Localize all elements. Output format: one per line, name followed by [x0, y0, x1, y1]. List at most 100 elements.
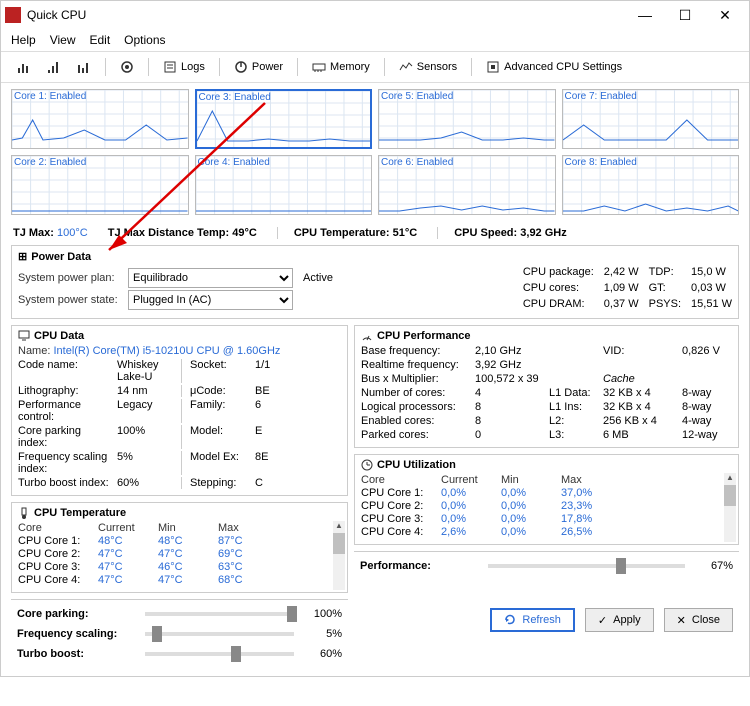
perf-value: Legacy	[117, 399, 177, 423]
sensors-button[interactable]: Sensors	[393, 58, 463, 76]
temp-scrollbar[interactable]: ▲	[333, 521, 345, 590]
core-tile-8[interactable]: Core 8: Enabled	[562, 155, 740, 215]
plus-icon: ⊞	[18, 250, 27, 263]
core-tile-7[interactable]: Core 6: Enabled	[378, 155, 556, 215]
core-tile-4[interactable]: Core 7: Enabled	[562, 89, 740, 149]
freq-slider-label: Frequency scaling:	[17, 628, 137, 640]
gear-button[interactable]	[114, 58, 140, 76]
cpuspd-value: 3,92 GHz	[520, 227, 566, 239]
fscale-label: Frequency scaling index:	[18, 451, 113, 475]
table-cell: 68°C	[218, 574, 268, 586]
close-button[interactable]: ✕	[705, 3, 745, 28]
l1d-way: 8-way	[682, 387, 732, 399]
perf-slider[interactable]	[488, 564, 685, 568]
core-tile-3[interactable]: Core 5: Enabled	[378, 89, 556, 149]
maximize-button[interactable]: ☐	[665, 3, 705, 28]
clock-icon	[361, 459, 373, 471]
turbo-value: 60%	[117, 477, 177, 489]
table-cell: 47°C	[98, 561, 158, 573]
cpu-data-panel: CPU Data Name: Intel(R) Core(TM) i5-1021…	[11, 325, 348, 496]
core-tile-1[interactable]: Core 1: Enabled	[11, 89, 189, 149]
table-cell: 0,0%	[501, 500, 561, 512]
core-label: Core 1: Enabled	[14, 91, 86, 102]
power-plan-select[interactable]: Equilibrado	[128, 268, 293, 288]
apply-button[interactable]: ✓Apply	[585, 608, 654, 632]
table-cell: CPU Core 4:	[361, 526, 441, 538]
minimize-button[interactable]: —	[625, 3, 665, 27]
base-value: 2,10 GHz	[475, 345, 545, 357]
tjmax-label: TJ Max:	[13, 227, 54, 239]
refresh-button[interactable]: Refresh	[490, 608, 575, 632]
ncores-value: 4	[475, 387, 545, 399]
logs-button[interactable]: Logs	[157, 58, 211, 76]
table-cell: 0,0%	[441, 500, 501, 512]
advanced-button[interactable]: Advanced CPU Settings	[480, 58, 628, 76]
table-header: Min	[501, 474, 561, 486]
power-active: Active	[303, 272, 333, 284]
park-slider[interactable]	[145, 612, 294, 616]
menu-view[interactable]: View	[50, 33, 76, 47]
menu-edit[interactable]: Edit	[89, 33, 110, 47]
info-row: TJ Max: 100°C TJ Max Distance Temp: 49°C…	[1, 221, 749, 245]
step-value: C	[255, 477, 295, 489]
cpuspd-label: CPU Speed:	[454, 227, 517, 239]
power-button[interactable]: Power	[228, 58, 289, 76]
table-cell: 48°C	[98, 535, 158, 547]
freq-slider[interactable]	[145, 632, 294, 636]
core-label: Core 4: Enabled	[198, 157, 270, 168]
lith-value: 14 nm	[117, 385, 177, 397]
core-label: Core 7: Enabled	[565, 91, 637, 102]
psys-value: 15,51 W	[691, 298, 732, 312]
perf-title: CPU Performance	[377, 330, 471, 342]
park-value: 100%	[117, 425, 177, 449]
l2-label: L2:	[549, 415, 599, 427]
table-cell: 23,3%	[561, 500, 611, 512]
sliders-right: Performance:67% Refresh ✓Apply ✕Close	[354, 551, 739, 642]
ncores-label: Number of cores:	[361, 387, 471, 399]
sliders-left: Core parking:100% Frequency scaling:5% T…	[11, 599, 348, 670]
core-label: Core 8: Enabled	[565, 157, 637, 168]
chart1-button[interactable]	[11, 58, 37, 76]
core-tile-6[interactable]: Core 4: Enabled	[195, 155, 373, 215]
table-header: Max	[561, 474, 611, 486]
dram-value: 0,37 W	[604, 298, 639, 312]
ucode-value: BE	[255, 385, 295, 397]
core-label: Core 3: Enabled	[199, 92, 271, 103]
menu-options[interactable]: Options	[124, 33, 165, 47]
core-tile-5[interactable]: Core 2: Enabled	[11, 155, 189, 215]
cores-value: 1,09 W	[604, 282, 639, 296]
menu-help[interactable]: Help	[11, 33, 36, 47]
pcores-value: 0	[475, 429, 545, 441]
base-label: Base frequency:	[361, 345, 471, 357]
vid-label: VID:	[603, 345, 678, 357]
l3-value: 6 MB	[603, 429, 678, 441]
park-slider-label: Core parking:	[17, 608, 137, 620]
modelex-label: Model Ex:	[181, 451, 251, 475]
bus-label: Bus x Multiplier:	[361, 373, 471, 385]
fscale-value: 5%	[117, 451, 177, 475]
cores-label: CPU cores:	[523, 282, 594, 296]
table-cell: 87°C	[218, 535, 268, 547]
table-cell: 48°C	[158, 535, 218, 547]
core-tile-2[interactable]: Core 3: Enabled	[195, 89, 373, 149]
ucode-label: μCode:	[181, 385, 251, 397]
lproc-label: Logical processors:	[361, 401, 471, 413]
util-scrollbar[interactable]: ▲	[724, 473, 736, 542]
model-value: E	[255, 425, 295, 449]
power-data-title: Power Data	[31, 251, 91, 263]
chart2-button[interactable]	[41, 58, 67, 76]
chart3-button[interactable]	[71, 58, 97, 76]
util-panel: CPU Utilization CoreCurrentMinMaxCPU Cor…	[354, 454, 739, 545]
power-state-select[interactable]: Plugged In (AC)	[128, 290, 293, 310]
lproc-value: 8	[475, 401, 545, 413]
menubar: Help View Edit Options	[1, 29, 749, 52]
l3-label: L3:	[549, 429, 599, 441]
turbo-slider-label: Turbo boost:	[17, 648, 137, 660]
memory-button[interactable]: Memory	[306, 58, 376, 76]
table-cell: CPU Core 3:	[361, 513, 441, 525]
perf-slider-label: Performance:	[360, 560, 480, 572]
table-cell: 47°C	[98, 574, 158, 586]
close-button-bottom[interactable]: ✕Close	[664, 608, 733, 632]
turbo-slider[interactable]	[145, 652, 294, 656]
gt-value: 0,03 W	[691, 282, 732, 296]
